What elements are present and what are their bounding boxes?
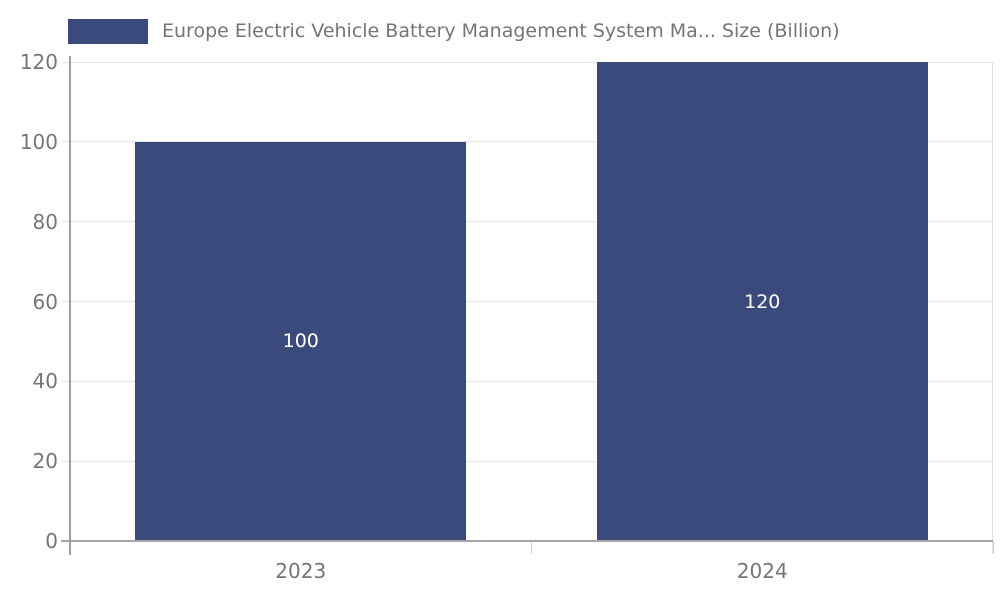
y-tick-label: 40 [32,369,58,394]
plot-right-border [992,62,993,553]
y-tick-label: 60 [32,289,58,314]
y-tick-mark [62,61,70,63]
legend: Europe Electric Vehicle Battery Manageme… [68,17,840,45]
bar [596,62,928,541]
x-tick-label: 2024 [736,559,788,583]
y-tick-mark [62,460,70,462]
gridline [70,61,993,63]
y-tick-mark [62,141,70,143]
legend-swatch [68,18,148,44]
bar [135,141,467,541]
gridline [70,301,993,302]
y-tick-label: 0 [45,529,58,553]
y-tick-mark [62,221,70,223]
gridline [70,141,993,143]
y-tick-label: 20 [32,449,58,474]
y-tick-label: 80 [32,209,58,234]
y-tick-label: 100 [19,129,58,154]
bar-value-label: 100 [282,330,319,353]
y-tick-label: 120 [19,50,58,74]
gridline [70,380,993,382]
x-axis-line [61,540,993,542]
x-tick-label: 2023 [275,559,327,583]
x-tick-mark [992,542,994,554]
gridline [70,460,993,462]
y-tick-mark [62,301,70,302]
legend-label: Europe Electric Vehicle Battery Manageme… [162,20,840,42]
y-axis-line [69,56,71,555]
y-tick-mark [62,380,70,382]
gridline [70,221,993,223]
x-tick-mark [531,542,532,554]
bar-value-label: 120 [744,290,781,313]
